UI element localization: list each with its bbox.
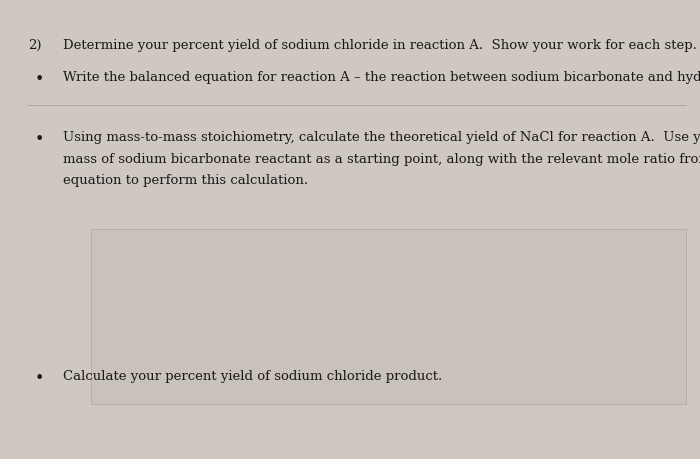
Text: Using mass-to-mass stoichiometry, calculate the theoretical yield of NaCl for re: Using mass-to-mass stoichiometry, calcul… [63,131,700,144]
Text: •: • [35,369,44,386]
Text: •: • [35,71,44,88]
Text: Determine your percent yield of sodium chloride in reaction A.  Show your work f: Determine your percent yield of sodium c… [63,39,697,52]
Text: •: • [35,131,44,148]
Text: Calculate your percent yield of sodium chloride product.: Calculate your percent yield of sodium c… [63,369,442,382]
Text: equation to perform this calculation.: equation to perform this calculation. [63,174,308,187]
Text: 2): 2) [28,39,41,52]
Text: mass of sodium bicarbonate reactant as a starting point, along with the relevant: mass of sodium bicarbonate reactant as a… [63,152,700,165]
Text: Write the balanced equation for reaction A – the reaction between sodium bicarbo: Write the balanced equation for reaction… [63,71,700,84]
